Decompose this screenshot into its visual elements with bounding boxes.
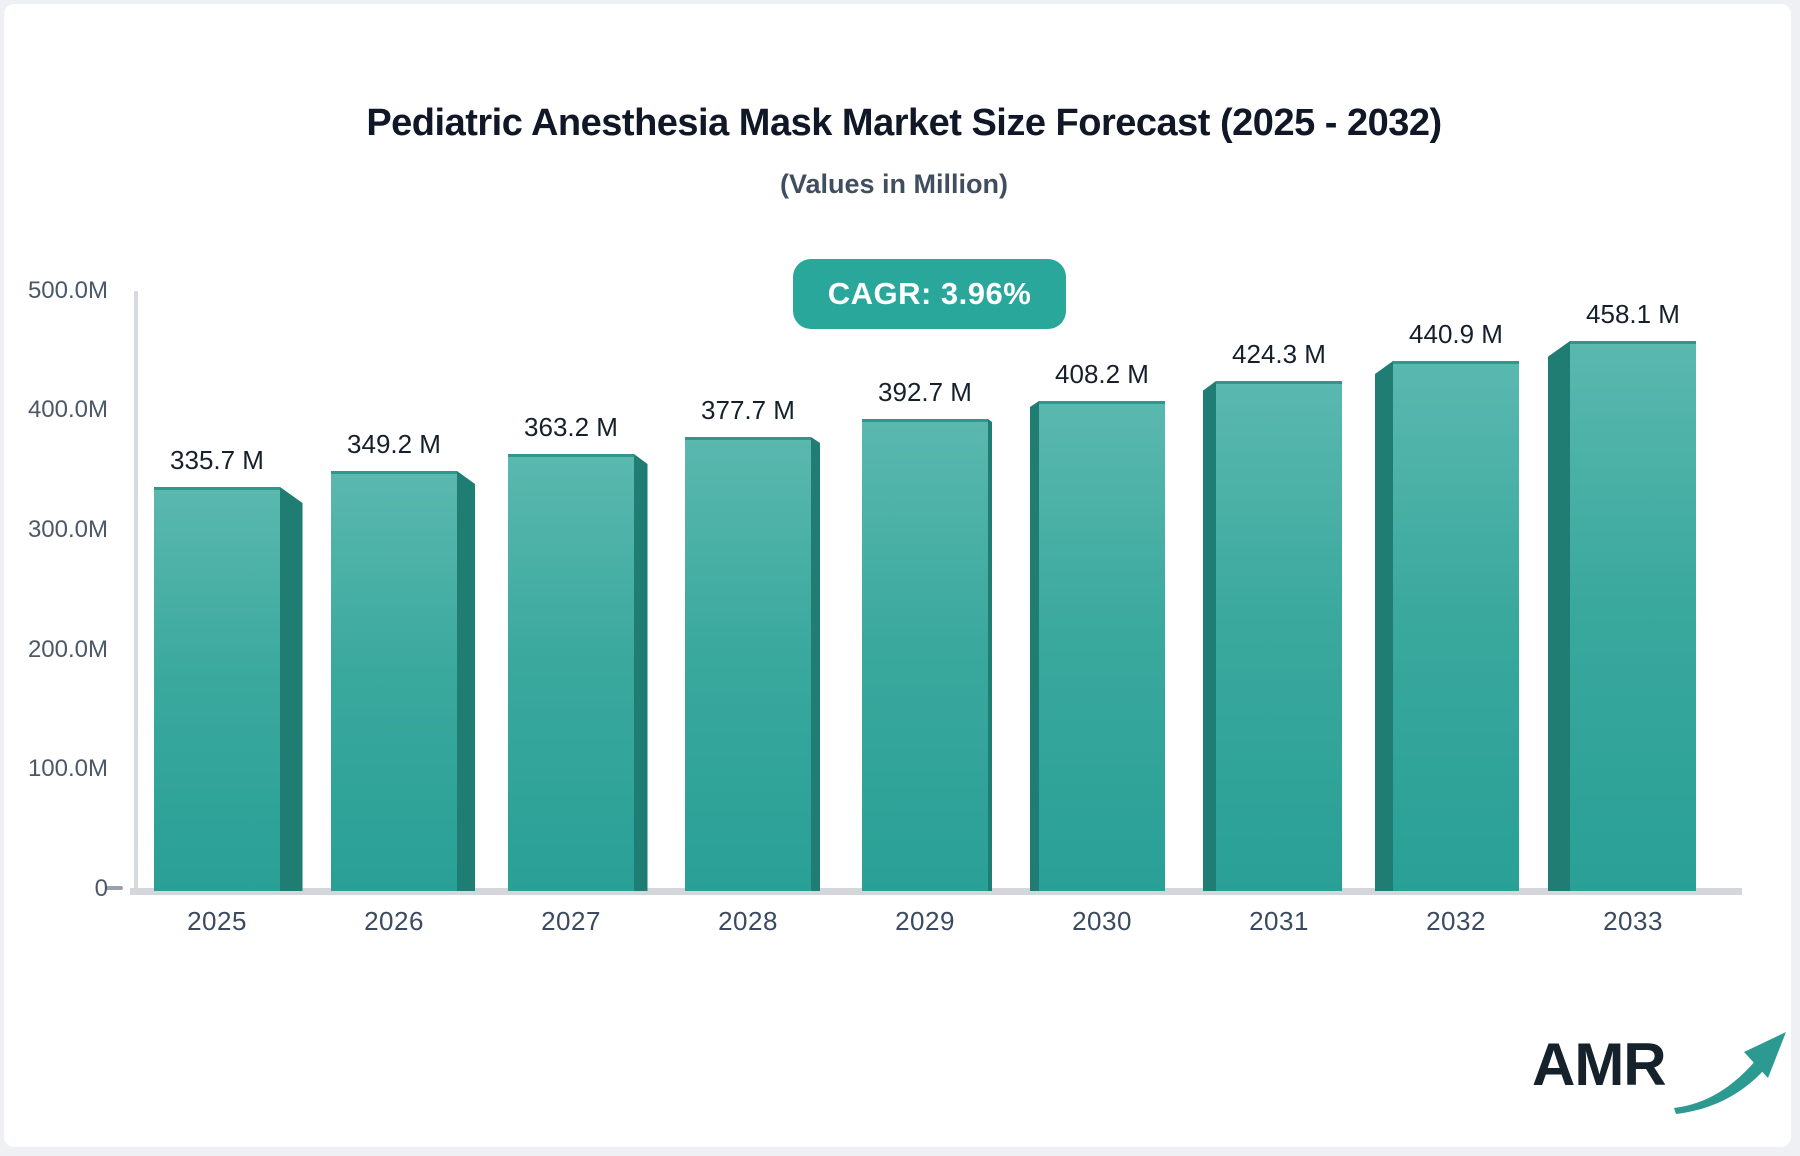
x-axis-label-2028: 2028 <box>718 906 778 936</box>
x-axis-label-2025: 2025 <box>187 906 247 936</box>
bar-side-face <box>1547 341 1570 891</box>
bar-side-face <box>457 471 475 891</box>
bar-side-face <box>634 454 648 891</box>
y-axis-label: 300.0M <box>27 516 108 543</box>
zero-tick-mark <box>105 886 123 890</box>
bar-side-face <box>988 419 992 891</box>
x-axis-label-2032: 2032 <box>1426 906 1486 936</box>
bar-2030[interactable] <box>1039 401 1165 891</box>
bar-value-label: 458.1 M <box>1586 299 1680 329</box>
bar-2032[interactable] <box>1393 361 1519 891</box>
cagr-badge-label: CAGR: 3.96% <box>827 276 1032 311</box>
bar-value-label: 424.3 M <box>1232 339 1326 369</box>
y-axis-label: 0 <box>94 875 108 902</box>
bar-2025[interactable] <box>154 487 280 891</box>
bar-value-label: 349.2 M <box>347 429 441 459</box>
bar-2027[interactable] <box>508 454 634 891</box>
bar-chart: 335.7 M 2025 349.2 M 2026 363.2 M 2027 377.7 M… <box>4 4 1791 1147</box>
bar-side-face <box>280 487 303 891</box>
bar-2028[interactable] <box>685 437 811 891</box>
amr-logo-text: AMR <box>1532 1031 1667 1098</box>
y-axis-line <box>134 291 138 890</box>
x-axis-label-2033: 2033 <box>1603 906 1663 936</box>
bar-2031[interactable] <box>1216 381 1342 891</box>
bar-side-face <box>1375 361 1393 891</box>
chart-card: Pediatric Anesthesia Mask Market Size Fo… <box>4 4 1791 1147</box>
bar-value-label: 440.9 M <box>1409 319 1503 349</box>
bar-side-face <box>811 437 820 891</box>
x-axis-label-2029: 2029 <box>895 906 955 936</box>
x-axis-baseline <box>130 888 1742 895</box>
bar-2029[interactable] <box>862 419 988 891</box>
y-axis-label: 400.0M <box>27 396 108 423</box>
x-axis-label-2031: 2031 <box>1249 906 1309 936</box>
bar-2033[interactable] <box>1570 341 1696 891</box>
y-axis-label: 200.0M <box>27 636 108 663</box>
bar-value-label: 392.7 M <box>878 377 972 407</box>
bar-side-face <box>1030 401 1039 891</box>
growth-arrow-icon <box>1674 1032 1786 1114</box>
y-axis-label: 500.0M <box>27 277 108 304</box>
bar-side-face <box>1202 381 1216 891</box>
x-axis-label-2030: 2030 <box>1072 906 1132 936</box>
x-axis-label-2027: 2027 <box>541 906 601 936</box>
chart-subtitle: (Values in Million) <box>779 169 1009 199</box>
bar-value-label: 363.2 M <box>524 412 618 442</box>
cagr-badge: CAGR: 3.96% <box>793 259 1066 329</box>
bar-2026[interactable] <box>331 471 457 891</box>
bar-value-label: 335.7 M <box>170 445 264 475</box>
x-axis-label-2026: 2026 <box>364 906 424 936</box>
y-axis-label: 100.0M <box>27 755 108 782</box>
bar-value-label: 377.7 M <box>701 395 795 425</box>
amr-logo: AMR <box>1532 1030 1786 1140</box>
chart-title: Pediatric Anesthesia Mask Market Size Fo… <box>366 102 1442 144</box>
bar-value-label: 408.2 M <box>1055 359 1149 389</box>
